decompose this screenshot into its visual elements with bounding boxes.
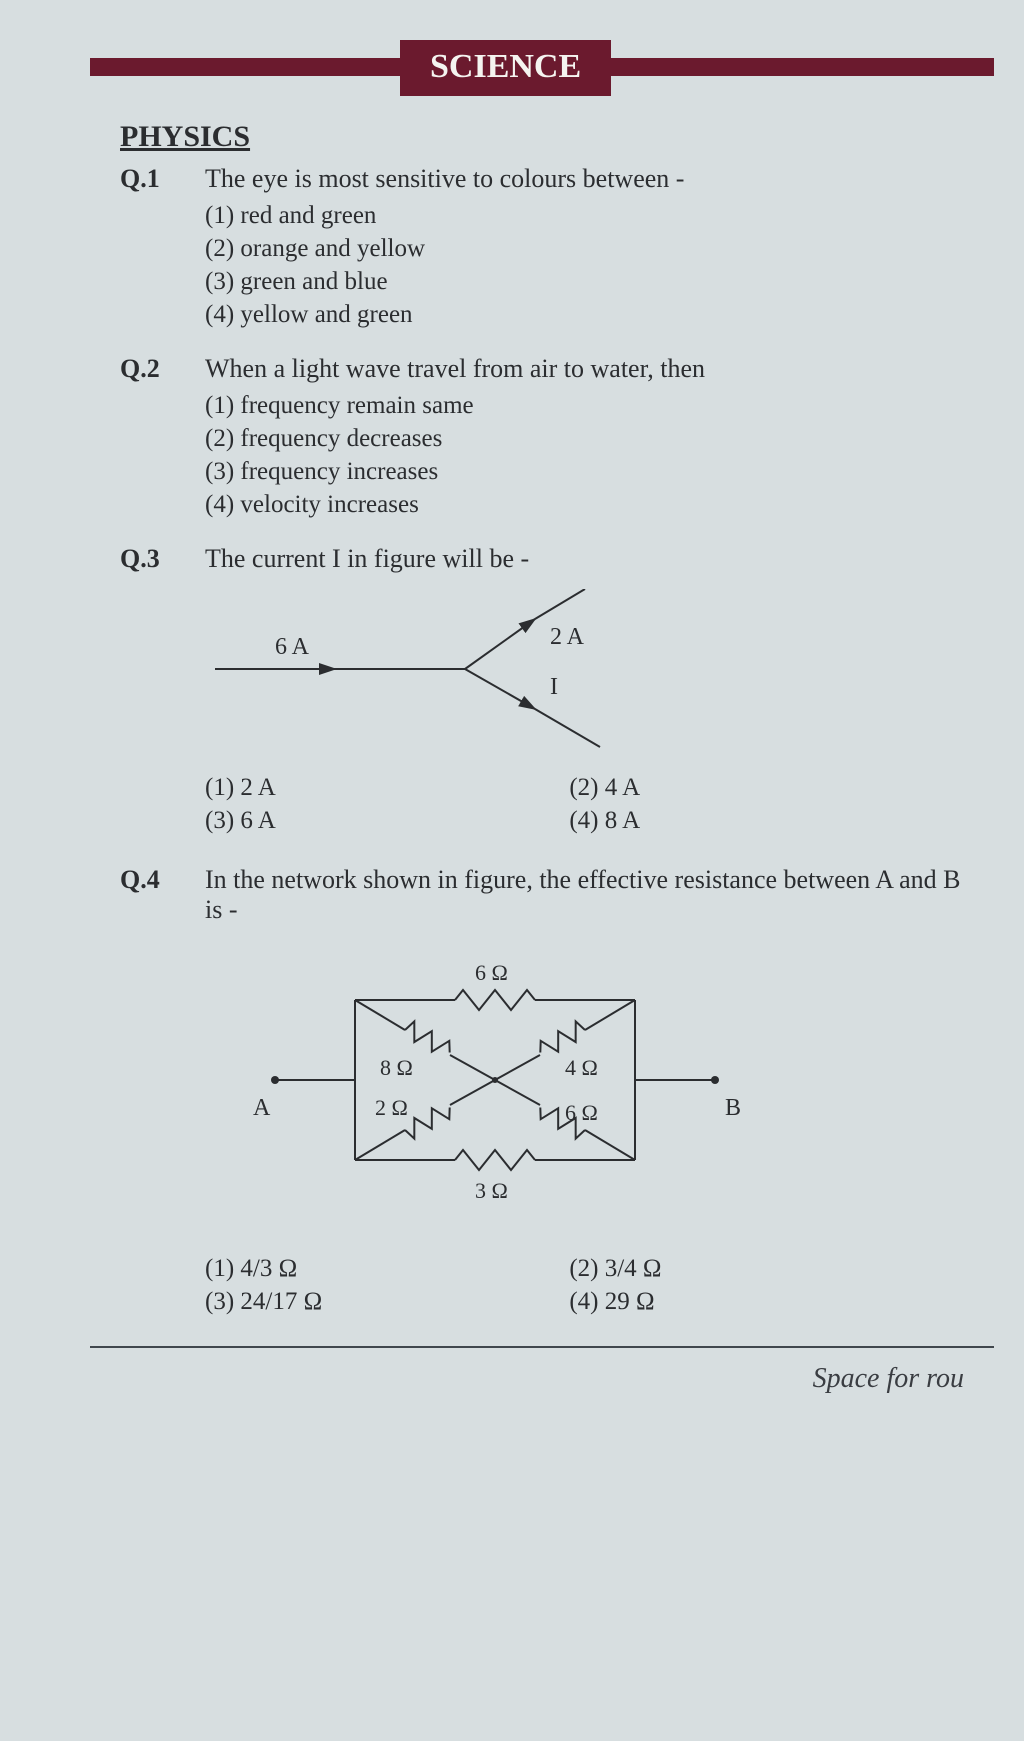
q2-opt2: (2) frequency decreases	[205, 425, 964, 453]
question-3: Q.3 The current I in figure will be - 6 …	[120, 544, 964, 840]
q4-r-tr: 4 Ω	[565, 1055, 598, 1080]
q1-options: (1) red and green (2) orange and yellow …	[120, 202, 964, 329]
q3-options: (1) 2 A (2) 4 A (3) 6 A (4) 8 A	[120, 774, 964, 840]
q1-opt1: (1) red and green	[205, 202, 964, 230]
question-4: Q.4 In the network shown in figure, the …	[120, 865, 964, 1321]
q3-label-2A: 2 A	[550, 624, 585, 650]
q4-opt3: (3) 24/17 Ω	[205, 1288, 569, 1316]
q4-circuit-diagram: A B 6 Ω 3 Ω 8 Ω	[205, 940, 765, 1240]
q3-opt3: (3) 6 A	[205, 807, 569, 835]
q2-opt1: (1) frequency remain same	[205, 392, 964, 420]
section-title: PHYSICS	[120, 120, 964, 154]
header-title: SCIENCE	[400, 40, 611, 96]
q4-r-top: 6 Ω	[475, 960, 508, 985]
q4-node-A: A	[253, 1095, 271, 1121]
q4-options: (1) 4/3 Ω (2) 3/4 Ω (3) 24/17 Ω (4) 29 Ω	[120, 1255, 964, 1321]
q3-label-I: I	[550, 674, 558, 700]
q1-opt2: (2) orange and yellow	[205, 235, 964, 263]
q3-opt2: (2) 4 A	[569, 774, 933, 802]
q2-opt4: (4) velocity increases	[205, 491, 964, 519]
q4-opt1: (1) 4/3 Ω	[205, 1255, 569, 1283]
q3-opt1: (1) 2 A	[205, 774, 569, 802]
q4-node-B: B	[725, 1095, 741, 1121]
q2-text: When a light wave travel from air to wat…	[205, 354, 964, 384]
q2-options: (1) frequency remain same (2) frequency …	[120, 392, 964, 519]
q4-figure: A B 6 Ω 3 Ω 8 Ω	[120, 940, 964, 1240]
q4-num: Q.4	[120, 865, 205, 895]
q4-opt2: (2) 3/4 Ω	[569, 1255, 933, 1283]
q3-opt4: (4) 8 A	[569, 807, 933, 835]
q4-text: In the network shown in figure, the effe…	[205, 865, 964, 925]
q3-circuit-diagram: 6 A 2 A I	[205, 589, 635, 759]
question-1: Q.1 The eye is most sensitive to colours…	[120, 164, 964, 329]
q3-num: Q.3	[120, 544, 205, 574]
question-2: Q.2 When a light wave travel from air to…	[120, 354, 964, 519]
footer-text: Space for rou	[120, 1363, 964, 1395]
q1-num: Q.1	[120, 164, 205, 194]
divider	[90, 1346, 994, 1348]
q3-text: The current I in figure will be -	[205, 544, 964, 574]
q3-label-6A: 6 A	[275, 634, 310, 660]
q2-num: Q.2	[120, 354, 205, 384]
q3-figure: 6 A 2 A I	[120, 589, 964, 759]
q1-text: The eye is most sensitive to colours bet…	[205, 164, 964, 194]
q4-r-bl: 2 Ω	[375, 1095, 408, 1120]
q1-opt3: (3) green and blue	[205, 268, 964, 296]
q4-opt4: (4) 29 Ω	[569, 1288, 933, 1316]
q4-r-br: 6 Ω	[565, 1100, 598, 1125]
q2-opt3: (3) frequency increases	[205, 458, 964, 486]
q4-r-tl: 8 Ω	[380, 1055, 413, 1080]
q4-r-bottom: 3 Ω	[475, 1178, 508, 1203]
header-banner: SCIENCE	[120, 30, 964, 90]
q1-opt4: (4) yellow and green	[205, 301, 964, 329]
